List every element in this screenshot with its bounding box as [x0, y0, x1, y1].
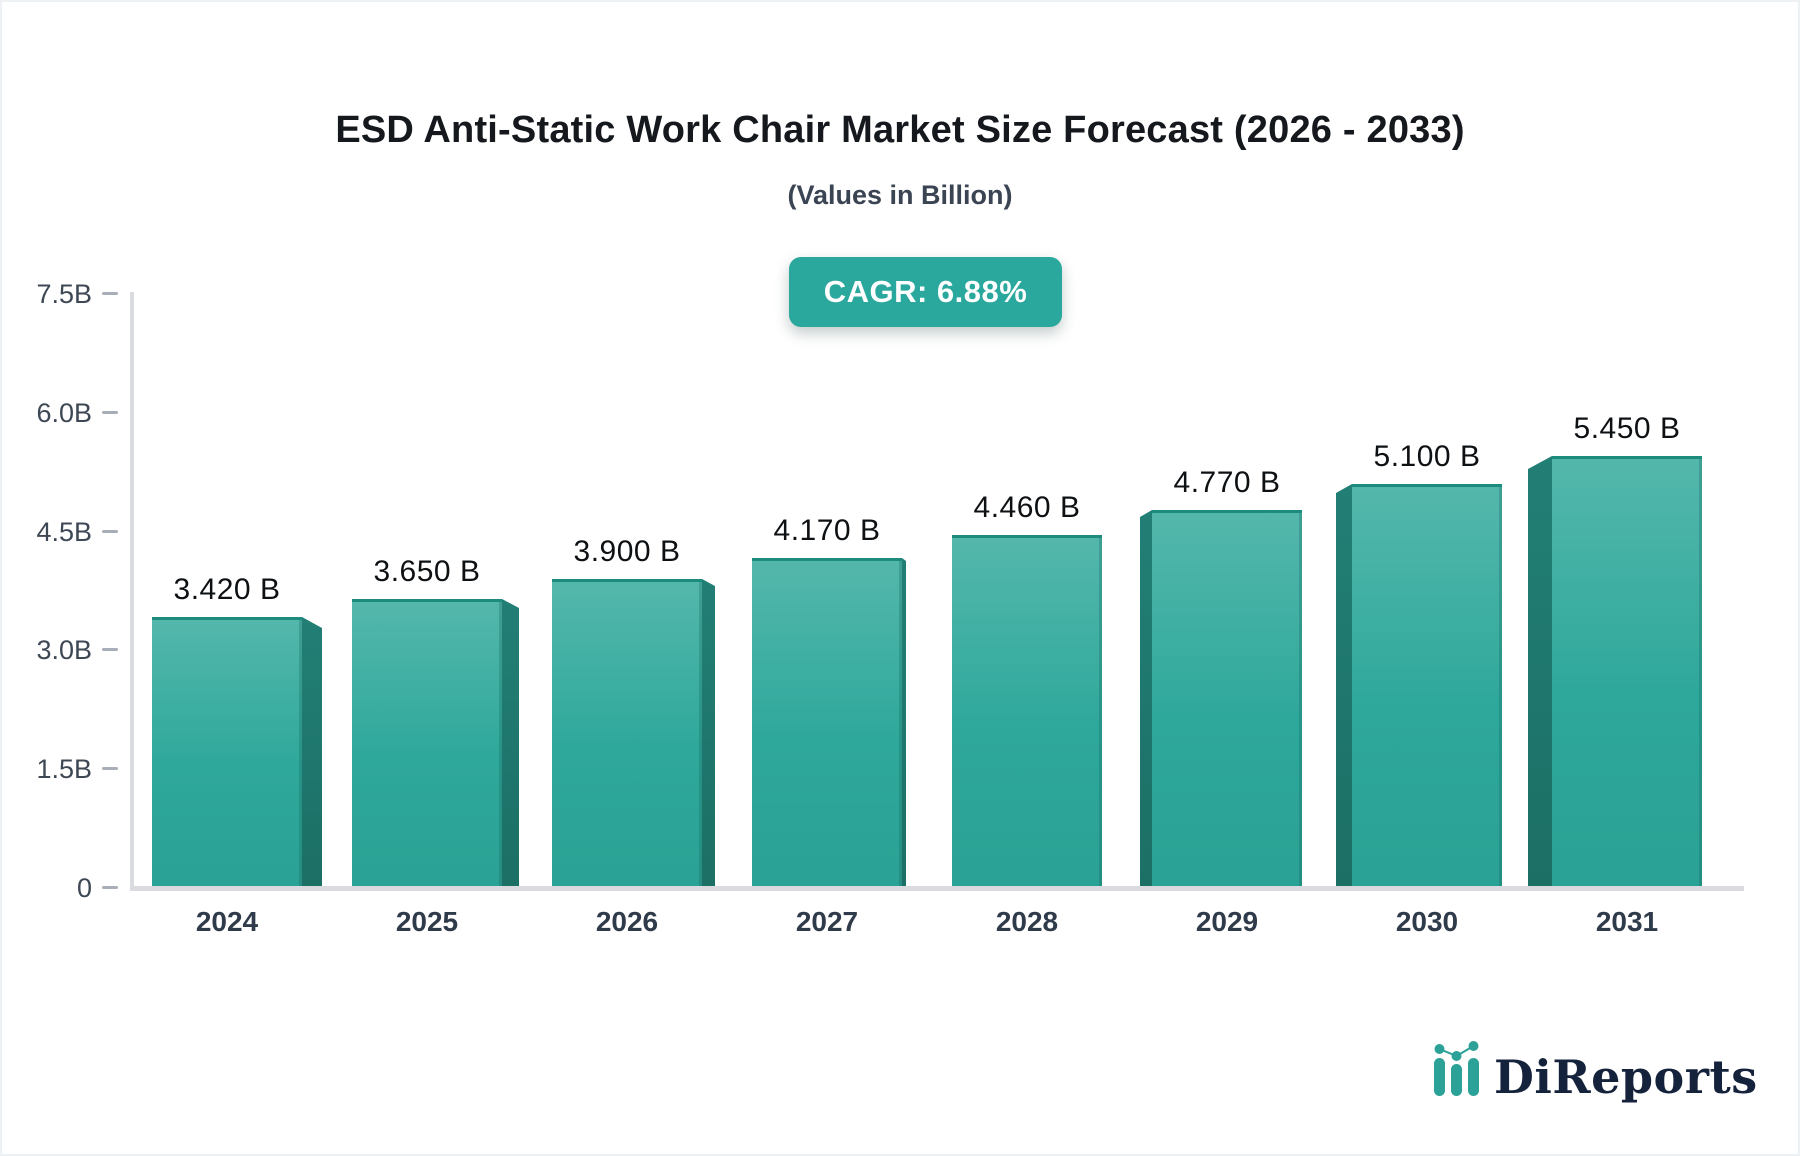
- bar-side-panel: [1336, 484, 1352, 886]
- chart-subtitle: (Values in Billion): [787, 180, 1013, 210]
- bar: [152, 617, 302, 886]
- bar-value-label: 3.650 B: [373, 555, 481, 588]
- x-axis-category-label: 2031: [1595, 906, 1659, 937]
- y-axis-tick: [102, 767, 118, 770]
- y-axis-tick-label: 7.5B: [36, 279, 92, 309]
- x-axis-category-label: 2024: [195, 906, 259, 937]
- bar-line-chart-icon: [1434, 1041, 1479, 1096]
- y-axis-tick: [102, 292, 118, 295]
- bar-side-panel: [902, 558, 906, 886]
- y-axis-tick-label: 1.5B: [36, 754, 92, 784]
- chart-title: ESD Anti-Static Work Chair Market Size F…: [335, 109, 1465, 151]
- bar-value-label: 3.420 B: [173, 573, 281, 606]
- bar-value-label: 5.450 B: [1573, 412, 1681, 445]
- bar: [352, 599, 502, 886]
- y-axis-tick: [102, 530, 118, 533]
- x-axis-category-label: 2029: [1195, 906, 1259, 937]
- y-axis-tick: [102, 648, 118, 651]
- bar-side-panel: [1528, 456, 1552, 886]
- y-axis-tick: [102, 886, 118, 889]
- cagr-badge-label: CAGR: 6.88%: [823, 274, 1028, 309]
- x-axis-category-label: 2026: [595, 906, 659, 937]
- y-axis-tick-label: 0: [76, 873, 92, 903]
- y-axis-tick: [102, 411, 118, 414]
- bar: [1552, 456, 1702, 886]
- bar: [552, 579, 702, 886]
- bar-value-label: 3.900 B: [573, 535, 681, 568]
- y-axis-tick-label: 4.5B: [36, 517, 92, 547]
- x-axis-line: [130, 886, 1744, 891]
- cagr-badge: CAGR: 6.88%: [789, 257, 1062, 327]
- x-axis-category-label: 2025: [395, 906, 459, 937]
- bar-value-label: 4.460 B: [973, 491, 1081, 524]
- bar: [752, 558, 902, 886]
- bar-side-panel: [1140, 510, 1152, 886]
- bar: [1152, 510, 1302, 886]
- y-axis-tick-label: 6.0B: [36, 398, 92, 428]
- bar: [1352, 484, 1502, 886]
- direports-logo: DiReports: [1432, 1040, 1758, 1100]
- x-axis-category-label: 2030: [1395, 906, 1459, 937]
- bar-side-panel: [302, 617, 322, 886]
- x-axis-category-label: 2027: [795, 906, 859, 937]
- bar-value-label: 4.170 B: [773, 514, 881, 547]
- y-axis-line: [130, 292, 134, 888]
- bar-side-panel: [502, 599, 519, 886]
- bar-side-panel: [702, 579, 715, 886]
- bar-value-label: 4.770 B: [1173, 466, 1281, 499]
- bar: [952, 535, 1102, 886]
- x-axis-category-label: 2028: [995, 906, 1059, 937]
- bar-value-label: 5.100 B: [1373, 440, 1481, 473]
- direports-logo-text: DiReports: [1494, 1050, 1758, 1104]
- y-axis-tick-label: 3.0B: [36, 635, 92, 665]
